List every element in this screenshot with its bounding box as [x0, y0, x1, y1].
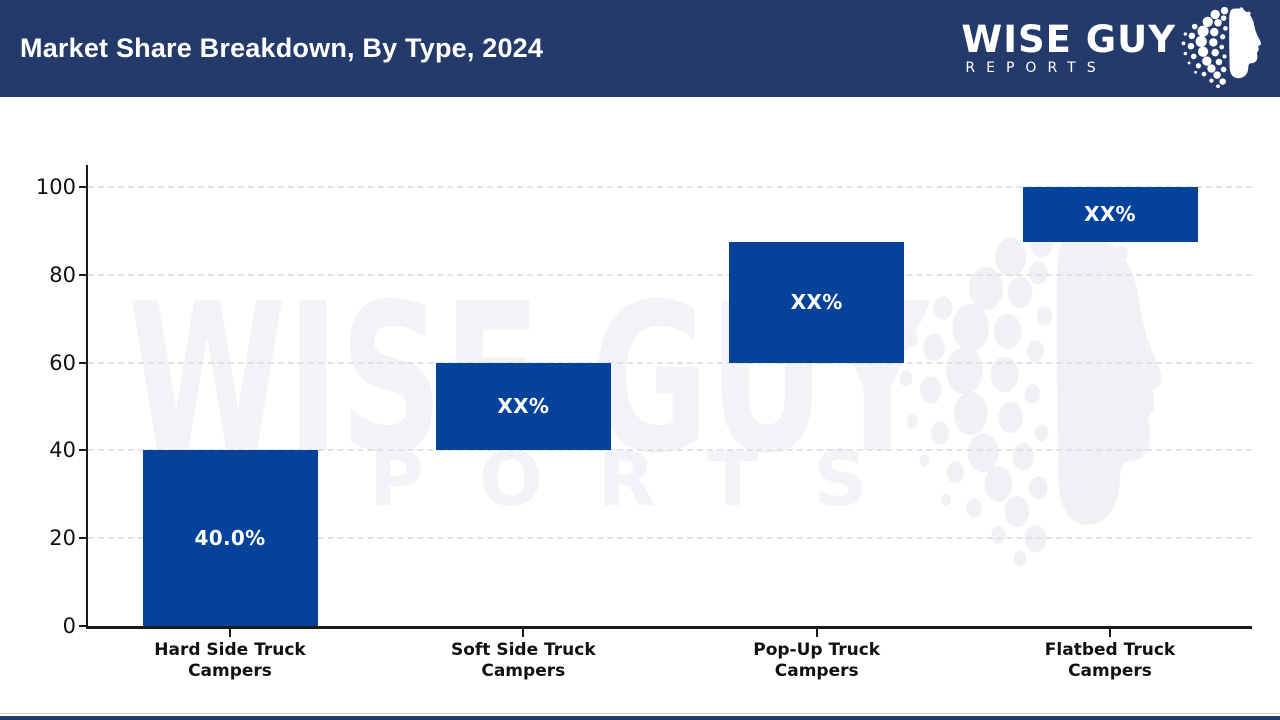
category-label-1: Hard Side Truck Campers — [154, 640, 306, 681]
x-axis-spine — [86, 626, 1252, 629]
bar-1: 40.0% — [142, 450, 318, 626]
y-tick-mark-20 — [79, 537, 87, 540]
logo-wordmark-line1: WISE GUY — [961, 18, 1176, 61]
page-title: Market Share Breakdown, By Type, 2024 — [20, 33, 544, 63]
bar-value-label-2: XX% — [497, 394, 550, 419]
y-tick-label-40: 40 — [49, 438, 76, 463]
footer-divider-line — [0, 713, 1280, 714]
y-tick-mark-60 — [79, 361, 87, 364]
bar-3: XX% — [729, 241, 905, 363]
footer-accent-bar — [0, 716, 1280, 720]
bar-2: XX% — [435, 362, 611, 451]
y-tick-mark-40 — [79, 449, 87, 452]
bar-4: XX% — [1022, 187, 1198, 242]
header-bar: Market Share Breakdown, By Type, 2024 WI… — [0, 0, 1280, 97]
logo-wordmark: WISE GUY REPORTS — [961, 21, 1176, 75]
y-gridline-100 — [88, 186, 1252, 188]
bar-value-label-1: 40.0% — [194, 526, 266, 551]
bar-value-label-3: XX% — [790, 290, 843, 315]
x-tick-mark-1 — [229, 629, 231, 637]
category-label-2: Soft Side Truck Campers — [450, 640, 596, 681]
bar-value-label-4: XX% — [1084, 202, 1136, 227]
x-tick-mark-2 — [522, 629, 525, 637]
y-gridline-80 — [88, 273, 1252, 276]
y-axis-spine — [86, 165, 88, 628]
logo-wordmark-line2: REPORTS — [965, 60, 1107, 76]
x-tick-mark-4 — [1109, 629, 1111, 637]
y-tick-label-60: 60 — [49, 350, 76, 375]
y-tick-label-0: 0 — [62, 614, 76, 638]
y-gridline-40 — [88, 449, 1252, 452]
y-tick-label-100: 100 — [35, 175, 76, 199]
category-label-3: Pop-Up Truck Campers — [753, 640, 881, 681]
y-gridline-60 — [88, 361, 1252, 364]
y-gridline-20 — [88, 537, 1252, 540]
y-tick-mark-0 — [79, 625, 87, 627]
category-label-4: Flatbed Truck Campers — [1044, 640, 1176, 681]
y-tick-mark-100 — [79, 186, 87, 188]
y-tick-label-20: 20 — [49, 526, 76, 551]
y-tick-label-80: 80 — [49, 262, 76, 287]
brand-logo: WISE GUY REPORTS — [961, 6, 1274, 90]
y-tick-mark-80 — [79, 273, 87, 276]
x-tick-mark-3 — [815, 629, 818, 637]
